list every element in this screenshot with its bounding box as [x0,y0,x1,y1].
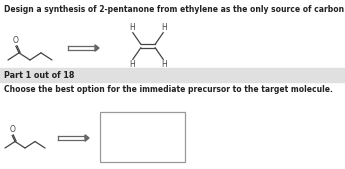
Text: Choose the best option for the immediate precursor to the target molecule.: Choose the best option for the immediate… [4,85,333,94]
Bar [100,112,185,162]
Text: H: H [161,23,167,32]
Polygon shape [85,135,89,141]
Text: Design a synthesis of 2-pentanone from ethylene as the only source of carbon in : Design a synthesis of 2-pentanone from e… [4,5,345,14]
Text: O: O [13,36,19,45]
Text: H: H [161,60,167,69]
Text: H: H [129,60,135,69]
Polygon shape [95,45,99,51]
Text: H: H [129,23,135,32]
Text: Part 1 out of 18: Part 1 out of 18 [4,70,75,79]
Text: O: O [9,125,15,134]
Bar [0,68,345,82]
